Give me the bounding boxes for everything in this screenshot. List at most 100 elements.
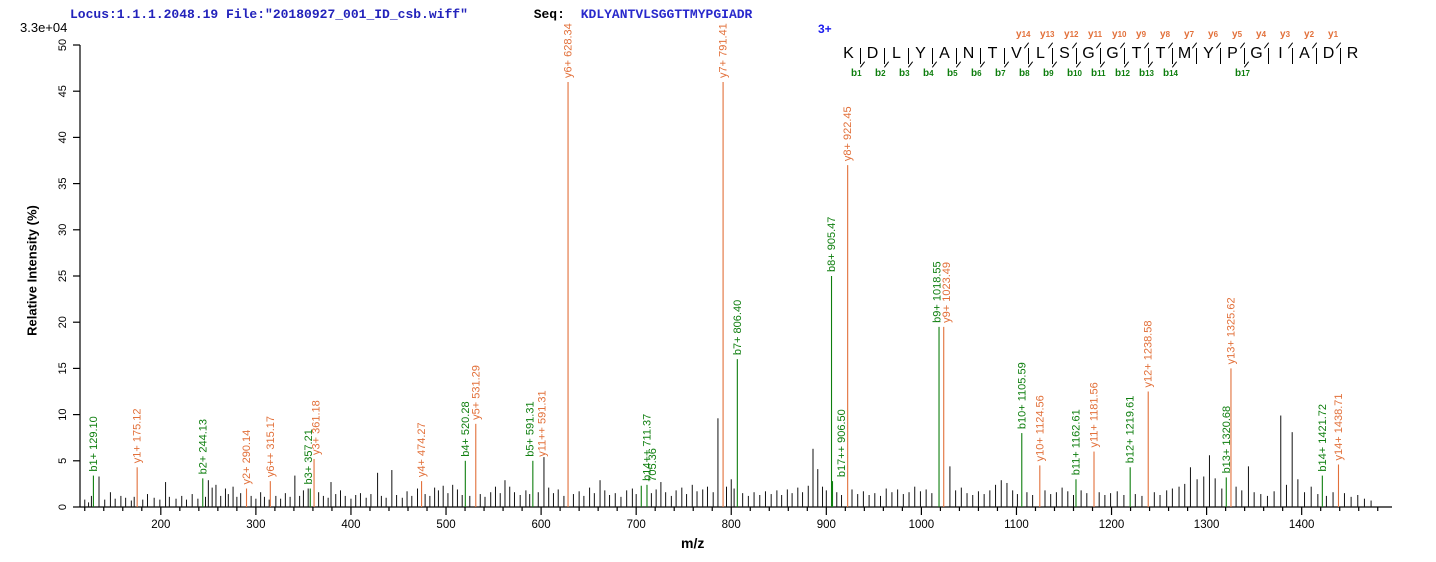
peak-label-y6+: y6+ 628.34	[563, 23, 575, 78]
locus-file-text: Locus:1.1.1.2048.19 File:"20180927_001_I…	[70, 7, 468, 22]
peak-label-y5+: y5+ 531.29	[470, 365, 482, 420]
divider-bar	[1052, 48, 1053, 64]
y-ion-label-y1: y1	[1328, 29, 1339, 40]
fragment-divider-15: y7	[1184, 29, 1200, 64]
x-tick-label-600: 600	[532, 519, 551, 531]
precursor-charge-badge: 3+	[818, 22, 832, 36]
x-tick-label-300: 300	[246, 519, 265, 531]
peak-label-b8+: b8+ 905.47	[826, 217, 838, 272]
fragment-divider-19: y3	[1280, 29, 1296, 64]
divider-bar	[980, 48, 981, 64]
peak-label-y6++: y6++ 315.17	[265, 416, 277, 477]
peak-label-y12+: y12+ 1238.58	[1143, 321, 1155, 388]
b-ion-label-b9: b9	[1043, 68, 1054, 79]
divider-bar	[1100, 48, 1101, 64]
divider-bar	[1268, 48, 1269, 64]
peak-label-y14+: y14+ 1438.71	[1333, 394, 1345, 461]
y-ion-label-y14: y14	[1016, 29, 1031, 40]
residue-1-K: K	[843, 45, 854, 62]
fragment-divider-6: b6	[971, 46, 986, 79]
residue-4-Y: Y	[915, 45, 926, 62]
peak-label-y11+: y11+ 1181.56	[1089, 382, 1101, 447]
divider-bar	[908, 48, 909, 64]
x-tick-label-900: 900	[817, 519, 836, 531]
y-ion-label-y6: y6	[1208, 29, 1219, 40]
y-ion-label-y7: y7	[1184, 29, 1195, 40]
peak-label-705.36: 705.36	[647, 448, 659, 482]
y-axis-title: Relative Intensity (%)	[24, 205, 40, 336]
residue-7-T: T	[987, 45, 998, 62]
x-tick-label-700: 700	[627, 519, 646, 531]
b-ion-label-b10: b10	[1067, 68, 1083, 79]
x-tick-label-1400: 1400	[1289, 519, 1315, 531]
x-tick-label-1200: 1200	[1099, 519, 1125, 531]
peak-label-b13+: b13+ 1320.68	[1221, 406, 1233, 474]
peak-label-b2+: b2+ 244.13	[197, 419, 209, 474]
b-ion-label-b2: b2	[875, 68, 886, 79]
residue-11-G: G	[1082, 45, 1095, 62]
fragment-divider-13: y9 b13	[1136, 29, 1154, 79]
y-ion-label-y4: y4	[1256, 29, 1267, 40]
b-ion-label-b11: b11	[1091, 68, 1106, 79]
peak-label-y3+: y3+ 361.18	[311, 400, 323, 455]
y-ion-label-y8: y8	[1160, 29, 1171, 40]
fragment-divider-8: y14 b8	[1016, 29, 1034, 79]
residue-13-T: T	[1131, 45, 1142, 62]
divider-bar	[1172, 48, 1173, 64]
peak-label-y2+: y2+ 290.14	[241, 430, 253, 485]
residue-12-G: G	[1106, 45, 1119, 62]
peak-label-b9+: b9+ 1018.55	[932, 261, 944, 322]
divider-bar	[1340, 48, 1341, 64]
x-tick-label-1100: 1100	[1004, 519, 1029, 531]
peak-label-b14++: b14++ 711.37	[641, 414, 653, 481]
peak-label-y9+: y9+ 1023.49	[941, 262, 953, 323]
fragment-divider-7: b7	[995, 46, 1010, 79]
peak-label-y8+: y8+ 922.45	[842, 106, 854, 161]
b-ion-label-b3: b3	[899, 68, 910, 79]
b-ion-label-b4: b4	[923, 68, 934, 79]
y-tick-label-15: 15	[57, 362, 69, 374]
y-ion-label-y3: y3	[1280, 29, 1291, 40]
fragment-divider-2: b2	[875, 46, 890, 79]
divider-bar	[1076, 48, 1077, 64]
peak-label-b5+: b5+ 591.31	[524, 401, 536, 456]
divider-bar	[1196, 48, 1197, 64]
divider-bar	[1292, 48, 1293, 64]
divider-bar	[1244, 48, 1245, 64]
fragment-divider-16: y6	[1208, 29, 1224, 64]
x-tick-label-1000: 1000	[909, 519, 935, 531]
residue-21-D: D	[1322, 45, 1335, 62]
y-ion-label-y5: y5	[1232, 29, 1243, 40]
residue-8-V: V	[1011, 45, 1022, 62]
seq-label: Seq:	[533, 7, 565, 22]
peptide-sequence-text: KDLYANTVLSGGTTMYPGIADR	[580, 7, 753, 22]
peak-label-b17++: b17++ 906.50	[836, 409, 848, 477]
fragment-divider-3: b3	[899, 46, 914, 79]
divider-bar	[1124, 48, 1125, 64]
y-ion-label-y12: y12	[1064, 29, 1079, 40]
x-tick-label-400: 400	[341, 519, 360, 531]
fragment-divider-17: y5 b17	[1232, 29, 1250, 79]
fragment-divider-21: y1	[1328, 29, 1344, 64]
y-tick-label-20: 20	[57, 316, 69, 328]
b-ion-label-b6: b6	[971, 68, 982, 79]
b-ion-label-b7: b7	[995, 68, 1006, 79]
fragment-divider-5: b5	[947, 46, 962, 79]
fragment-divider-14: y8 b14	[1160, 29, 1178, 79]
x-tick-label-200: 200	[151, 519, 170, 531]
y-tick-label-5: 5	[57, 458, 69, 464]
peak-label-b4+: b4+ 520.28	[460, 401, 472, 456]
y-tick-label-35: 35	[57, 177, 69, 189]
residue-2-D: D	[866, 45, 879, 62]
divider-bar	[1220, 48, 1221, 64]
residue-6-N: N	[962, 45, 975, 62]
y-ion-label-y2: y2	[1304, 29, 1315, 40]
y-tick-label-40: 40	[57, 131, 69, 143]
fragment-divider-20: y2	[1304, 29, 1320, 64]
x-tick-label-1300: 1300	[1194, 519, 1220, 531]
b-ion-label-b12: b12	[1115, 68, 1131, 79]
y-tick-label-0: 0	[57, 504, 69, 510]
y-tick-label-30: 30	[57, 224, 69, 236]
